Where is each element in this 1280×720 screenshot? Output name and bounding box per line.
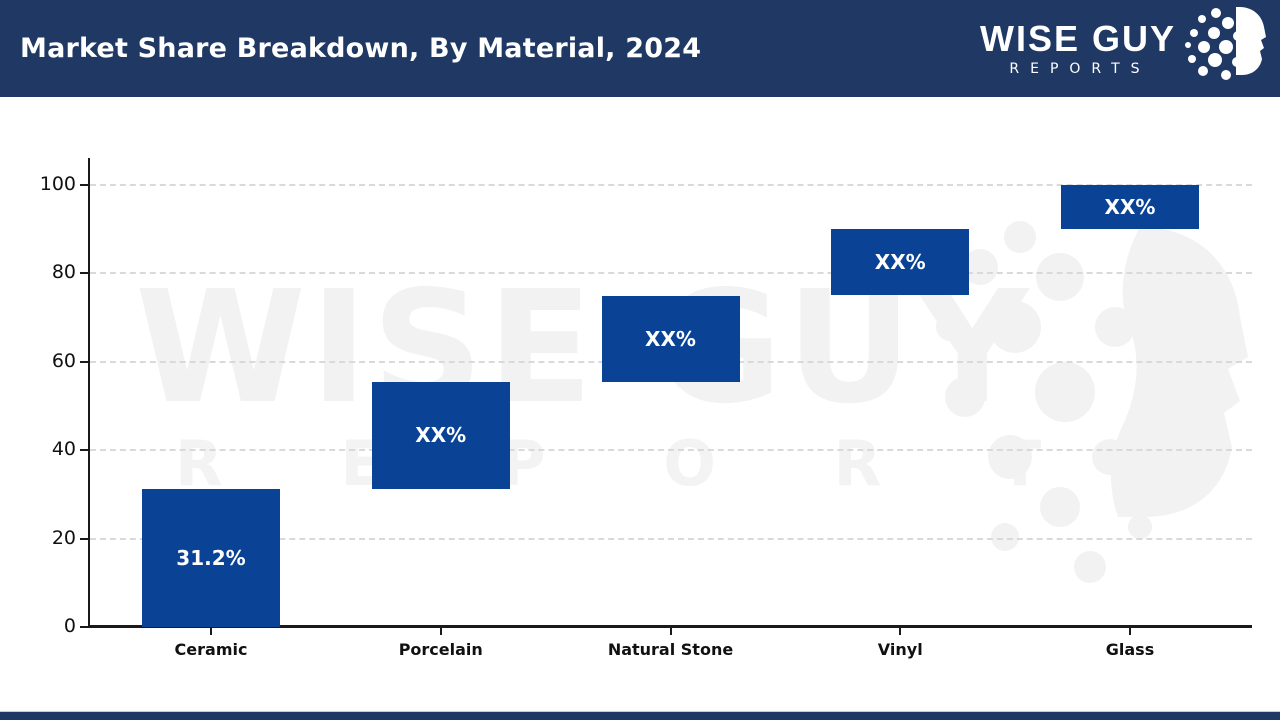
x-tick-glass — [1129, 628, 1131, 635]
y-tick-80 — [80, 272, 88, 275]
y-tick-0 — [80, 626, 88, 628]
logo-wordmark: WISE GUY — [979, 18, 1176, 59]
x-axis-label-vinyl: Vinyl — [877, 640, 923, 659]
y-gridline-80 — [90, 272, 1252, 275]
wiseguy-face-icon — [1180, 5, 1266, 93]
x-tick-vinyl — [899, 628, 902, 635]
y-gridline-20 — [90, 537, 1252, 540]
x-axis-label-glass: Glass — [1105, 640, 1155, 659]
bar-glass[interactable]: XX% — [1061, 185, 1199, 230]
y-tick-label-0: 0 — [63, 615, 76, 637]
logo-subtitle: REPORTS — [1009, 61, 1151, 77]
bar-label-porcelain: XX% — [415, 423, 467, 448]
logo-text: WISE GUY REPORTS — [979, 18, 1176, 77]
x-axis-label-natural-stone: Natural Stone — [607, 640, 734, 659]
x-axis-label-porcelain: Porcelain — [398, 640, 483, 659]
bar-label-ceramic: 31.2% — [176, 546, 246, 571]
bar-natural-stone[interactable]: XX% — [601, 295, 740, 382]
y-tick-100 — [80, 184, 88, 186]
y-gridline-40 — [90, 449, 1252, 452]
bar-ceramic[interactable]: 31.2% — [142, 489, 280, 627]
y-tick-40 — [80, 449, 88, 452]
x-tick-porcelain — [439, 628, 442, 635]
wiseguy-logo: WISE GUY REPORTS — [980, 5, 1266, 93]
y-tick-label-40: 40 — [51, 438, 76, 461]
y-tick-label-20: 20 — [51, 526, 76, 549]
x-axis-line — [88, 625, 1252, 628]
watermark-subtitle: R E P O R T S — [175, 427, 1252, 500]
x-axis-label-ceramic: Ceramic — [174, 640, 248, 659]
page-title: Market Share Breakdown, By Material, 202… — [20, 33, 702, 64]
y-axis-line — [88, 158, 90, 627]
x-tick-ceramic — [210, 628, 212, 635]
y-tick-label-60: 60 — [51, 349, 76, 372]
bar-label-glass: XX% — [1104, 195, 1156, 220]
x-tick-natural-stone — [669, 628, 672, 635]
footer-bar — [0, 712, 1280, 720]
bar-label-natural-stone: XX% — [645, 326, 696, 351]
y-tick-label-80: 80 — [51, 261, 76, 284]
y-tick-label-100: 100 — [39, 173, 76, 195]
y-tick-20 — [80, 537, 88, 540]
bar-vinyl[interactable]: XX% — [831, 229, 970, 296]
y-gridline-100 — [90, 184, 1252, 186]
bar-porcelain[interactable]: XX% — [371, 381, 510, 490]
bar-label-vinyl: XX% — [874, 250, 926, 275]
header: Market Share Breakdown, By Material, 202… — [0, 0, 1280, 97]
footer-hairline — [0, 711, 1280, 712]
y-tick-60 — [80, 360, 88, 363]
